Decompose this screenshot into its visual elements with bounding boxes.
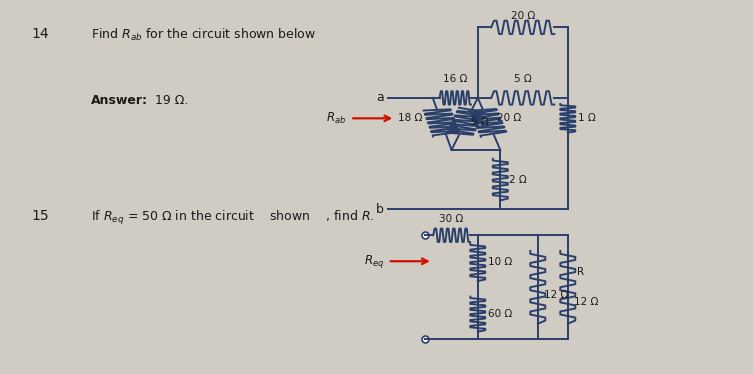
Text: 12 Ω: 12 Ω (574, 297, 598, 307)
Text: 15: 15 (32, 209, 49, 223)
Text: 2 Ω: 2 Ω (509, 175, 527, 185)
Text: 5 Ω: 5 Ω (514, 74, 532, 84)
Text: 19 Ω.: 19 Ω. (155, 94, 188, 107)
Text: 12 Ω: 12 Ω (544, 289, 569, 300)
Text: Answer:: Answer: (91, 94, 148, 107)
Text: R: R (577, 267, 584, 278)
Text: $R_{ab}$: $R_{ab}$ (327, 111, 346, 126)
Text: b: b (376, 203, 384, 216)
Text: $R_{eq}$: $R_{eq}$ (364, 253, 384, 270)
Text: 30 Ω: 30 Ω (440, 214, 464, 224)
Text: 20 Ω: 20 Ω (511, 11, 535, 21)
Text: Find $R_{ab}$ for the circuit shown below: Find $R_{ab}$ for the circuit shown belo… (91, 27, 317, 43)
Text: 10 Ω: 10 Ω (487, 257, 512, 267)
Text: a: a (376, 91, 384, 104)
Text: 14: 14 (32, 27, 49, 42)
Text: If $R_{eq}$ = 50 $\Omega$ in the circuit    shown    , find $R$.: If $R_{eq}$ = 50 $\Omega$ in the circuit… (91, 209, 375, 227)
Text: 16 Ω: 16 Ω (443, 74, 468, 84)
Text: 18 Ω: 18 Ω (398, 113, 422, 123)
Text: 1 Ω: 1 Ω (578, 113, 596, 123)
Text: 60 Ω: 60 Ω (487, 309, 512, 319)
Text: 9 Ω: 9 Ω (471, 117, 489, 127)
Text: 20 Ω: 20 Ω (496, 113, 521, 123)
